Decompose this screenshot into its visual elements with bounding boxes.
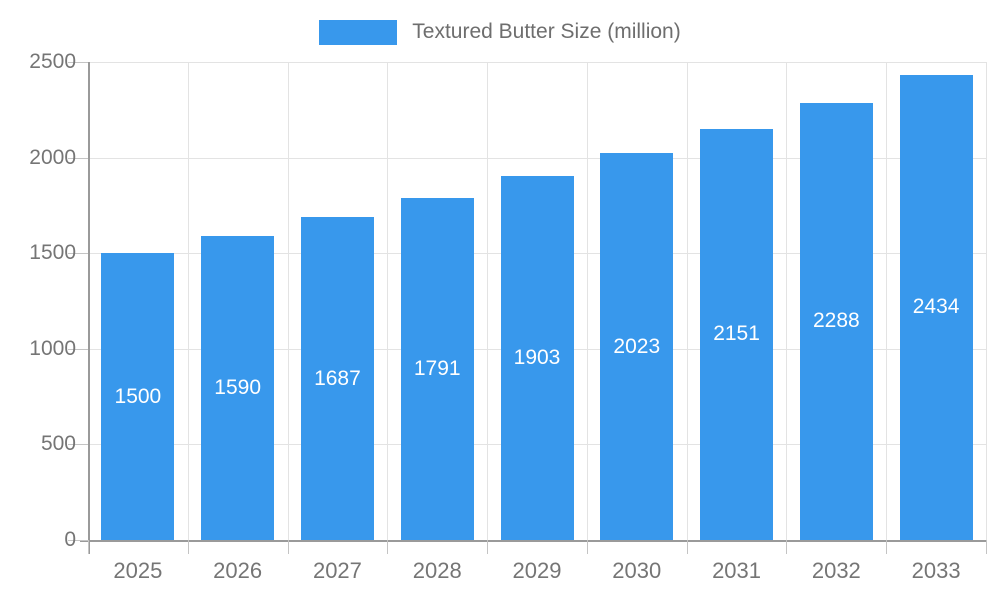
x-tick-label: 2029: [512, 558, 562, 583]
y-tick-label: 1000: [29, 336, 76, 360]
y-axis-tick: [68, 157, 88, 159]
bar-2033[interactable]: 2434: [899, 74, 973, 540]
y-axis-tick: [68, 62, 88, 63]
bar-value-label: 2288: [812, 309, 860, 333]
x-axis-tick: [287, 540, 289, 554]
y-axis-tick: [68, 444, 88, 446]
y-axis-line: [88, 62, 90, 554]
gridline-vertical: [786, 62, 788, 540]
bar-2025[interactable]: 1500: [101, 253, 175, 540]
y-axis-tick: [68, 253, 88, 255]
bar-2028[interactable]: 1791: [400, 197, 474, 540]
y-tick-label: 2000: [29, 145, 76, 169]
x-axis-tick: [387, 540, 389, 554]
x-axis-tick: [986, 540, 987, 554]
bar-2031[interactable]: 2151: [700, 128, 774, 540]
x-axis-tick: [187, 540, 189, 554]
gridline-vertical: [487, 62, 489, 540]
bar-2026[interactable]: 1590: [201, 235, 275, 540]
x-tick-label: 2033: [911, 558, 961, 583]
bar-value-label: 1791: [413, 356, 461, 380]
gridline-vertical: [886, 62, 888, 540]
bar-2027[interactable]: 1687: [300, 217, 374, 540]
y-axis-tick: [68, 348, 88, 350]
y-tick-label: 2500: [29, 50, 76, 73]
bar-value-label: 1590: [214, 375, 262, 399]
y-tick-label: 1500: [29, 241, 76, 265]
bar-2030[interactable]: 2023: [600, 153, 674, 540]
gridline-vertical: [187, 62, 189, 540]
bar-2032[interactable]: 2288: [799, 102, 873, 540]
bar-value-label: 1500: [114, 384, 162, 408]
gridline-vertical: [387, 62, 389, 540]
bar-value-label: 1903: [513, 346, 561, 370]
x-tick-label: 2028: [412, 558, 462, 583]
x-axis-tick: [487, 540, 489, 554]
x-axis-line: [80, 540, 986, 542]
x-tick-label: 2026: [213, 558, 263, 583]
y-axis-tick: [68, 540, 88, 541]
gridline-vertical: [287, 62, 289, 540]
gridline-vertical: [586, 62, 588, 540]
bar-value-label: 2434: [912, 295, 960, 319]
x-tick-label: 2031: [712, 558, 762, 583]
y-tick-label: 500: [40, 432, 76, 456]
x-axis-tick: [586, 540, 588, 554]
x-axis-tick: [786, 540, 788, 554]
x-axis-tick: [686, 540, 688, 554]
gridline-vertical: [986, 62, 987, 540]
y-tick-label: 0: [64, 528, 76, 551]
gridline-vertical: [686, 62, 688, 540]
x-tick-label: 2032: [811, 558, 861, 583]
legend-label: Textured Butter Size (million): [412, 20, 681, 43]
x-tick-label: 2030: [612, 558, 662, 583]
legend[interactable]: Textured Butter Size (million): [0, 14, 1000, 50]
bar-value-label: 2023: [613, 334, 661, 358]
bar-value-label: 1687: [314, 366, 361, 390]
gridline-horizontal: [88, 62, 986, 63]
x-tick-label: 2027: [312, 558, 362, 583]
bar-2029[interactable]: 1903: [500, 176, 574, 540]
x-tick-label: 2025: [113, 558, 163, 583]
plot-area: 1500 1590 1687 1791 1903 2023 2151 2288 2434: [88, 62, 987, 540]
x-axis-tick: [886, 540, 888, 554]
gridline-horizontal: [88, 157, 986, 159]
legend-swatch-icon: [319, 19, 398, 45]
bar-value-label: 2151: [713, 322, 760, 346]
x-axis-tick: [88, 540, 89, 554]
